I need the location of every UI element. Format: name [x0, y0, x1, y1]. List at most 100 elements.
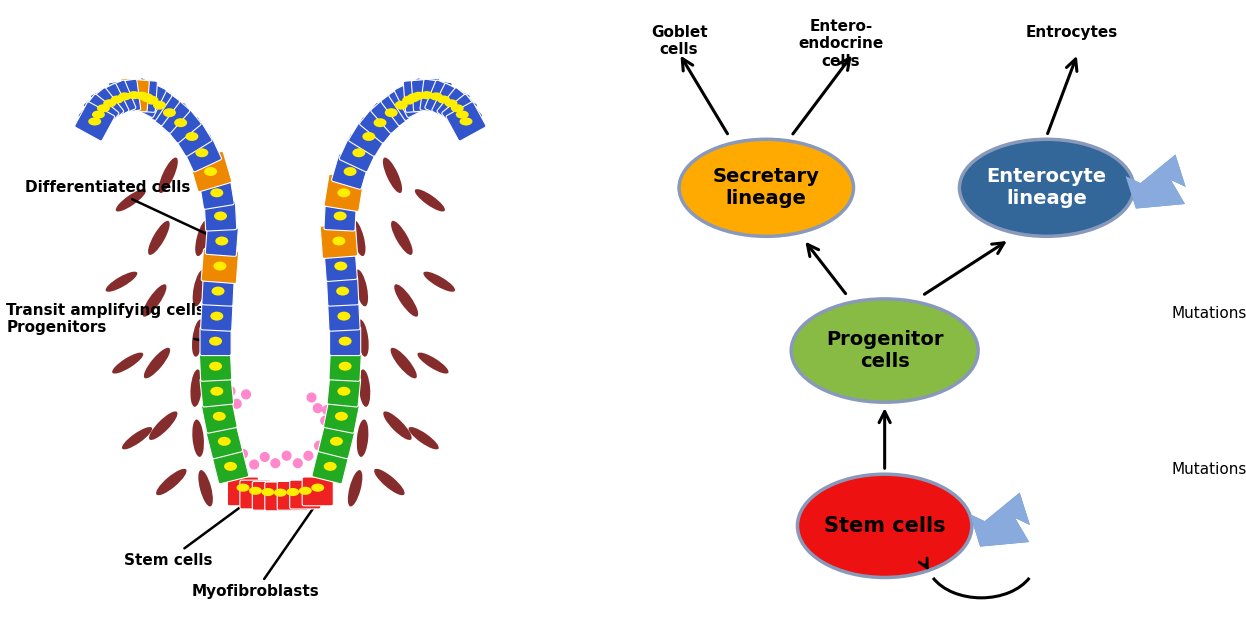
Circle shape: [229, 437, 238, 446]
Ellipse shape: [211, 387, 223, 396]
FancyBboxPatch shape: [78, 94, 118, 135]
Ellipse shape: [150, 411, 177, 440]
Text: Mutations: Mutations: [1171, 462, 1246, 477]
Circle shape: [272, 459, 279, 468]
Text: Entrocytes: Entrocytes: [1025, 25, 1118, 40]
Ellipse shape: [111, 96, 123, 103]
Text: Transit amplifying cells/
Progenitors: Transit amplifying cells/ Progenitors: [6, 303, 213, 345]
Ellipse shape: [374, 469, 405, 495]
Ellipse shape: [344, 167, 356, 176]
Circle shape: [282, 451, 290, 460]
Ellipse shape: [339, 337, 351, 346]
FancyBboxPatch shape: [425, 80, 462, 119]
Ellipse shape: [211, 188, 223, 197]
FancyBboxPatch shape: [252, 481, 283, 510]
Ellipse shape: [679, 140, 854, 237]
FancyBboxPatch shape: [339, 133, 379, 172]
FancyBboxPatch shape: [328, 376, 360, 407]
Ellipse shape: [391, 221, 412, 255]
Ellipse shape: [127, 91, 141, 100]
Ellipse shape: [312, 483, 324, 492]
Ellipse shape: [338, 387, 350, 396]
Circle shape: [323, 406, 331, 414]
Circle shape: [294, 459, 302, 468]
Circle shape: [226, 412, 234, 421]
Circle shape: [233, 399, 242, 408]
Ellipse shape: [338, 312, 350, 321]
FancyBboxPatch shape: [318, 424, 355, 459]
Ellipse shape: [338, 188, 350, 197]
Ellipse shape: [460, 117, 472, 125]
Ellipse shape: [136, 92, 148, 100]
Ellipse shape: [141, 93, 153, 102]
FancyBboxPatch shape: [420, 80, 452, 113]
Ellipse shape: [191, 369, 202, 407]
Ellipse shape: [112, 352, 143, 374]
Ellipse shape: [383, 158, 402, 193]
Ellipse shape: [186, 132, 198, 141]
Ellipse shape: [106, 272, 137, 292]
Circle shape: [222, 424, 229, 433]
Ellipse shape: [198, 470, 213, 506]
Ellipse shape: [395, 101, 407, 110]
Circle shape: [314, 404, 321, 413]
Circle shape: [314, 441, 324, 450]
Ellipse shape: [118, 93, 131, 100]
Ellipse shape: [437, 96, 450, 103]
FancyBboxPatch shape: [442, 94, 482, 135]
FancyBboxPatch shape: [128, 78, 166, 118]
Ellipse shape: [88, 117, 101, 125]
FancyBboxPatch shape: [324, 399, 359, 433]
Ellipse shape: [384, 411, 411, 440]
Ellipse shape: [359, 369, 370, 407]
FancyBboxPatch shape: [239, 480, 270, 509]
FancyBboxPatch shape: [161, 102, 201, 143]
FancyBboxPatch shape: [182, 133, 222, 172]
FancyBboxPatch shape: [206, 225, 238, 257]
Ellipse shape: [355, 270, 368, 306]
Ellipse shape: [209, 337, 222, 346]
Ellipse shape: [216, 237, 228, 245]
Ellipse shape: [412, 92, 425, 100]
Ellipse shape: [390, 348, 417, 378]
FancyBboxPatch shape: [324, 174, 364, 212]
Polygon shape: [969, 493, 1030, 546]
Ellipse shape: [156, 469, 187, 495]
Ellipse shape: [103, 100, 116, 108]
FancyBboxPatch shape: [404, 80, 434, 112]
Ellipse shape: [299, 487, 312, 495]
FancyBboxPatch shape: [204, 201, 237, 231]
Polygon shape: [1125, 155, 1186, 208]
FancyBboxPatch shape: [328, 301, 360, 331]
Ellipse shape: [356, 319, 369, 357]
Ellipse shape: [211, 312, 223, 321]
Text: Enterocyte
lineage: Enterocyte lineage: [987, 167, 1106, 208]
FancyBboxPatch shape: [108, 80, 141, 113]
Ellipse shape: [353, 148, 365, 157]
Text: Stem cells: Stem cells: [824, 516, 946, 536]
FancyBboxPatch shape: [324, 201, 356, 231]
FancyBboxPatch shape: [446, 102, 486, 141]
Ellipse shape: [334, 212, 346, 220]
Ellipse shape: [445, 100, 457, 108]
FancyBboxPatch shape: [411, 79, 442, 111]
Ellipse shape: [409, 427, 439, 449]
FancyBboxPatch shape: [395, 78, 432, 118]
FancyBboxPatch shape: [202, 249, 238, 284]
Ellipse shape: [334, 262, 348, 270]
FancyBboxPatch shape: [202, 276, 234, 306]
Text: Goblet
cells: Goblet cells: [650, 25, 708, 58]
Ellipse shape: [148, 221, 169, 255]
Ellipse shape: [122, 427, 152, 449]
Text: Stem cells: Stem cells: [123, 495, 257, 568]
Ellipse shape: [394, 284, 419, 317]
FancyBboxPatch shape: [360, 102, 400, 143]
FancyBboxPatch shape: [199, 177, 234, 209]
FancyBboxPatch shape: [264, 482, 297, 511]
FancyBboxPatch shape: [330, 327, 361, 356]
Ellipse shape: [339, 362, 351, 371]
FancyBboxPatch shape: [127, 80, 157, 112]
FancyBboxPatch shape: [331, 154, 369, 189]
FancyBboxPatch shape: [201, 376, 233, 407]
FancyBboxPatch shape: [118, 79, 150, 111]
